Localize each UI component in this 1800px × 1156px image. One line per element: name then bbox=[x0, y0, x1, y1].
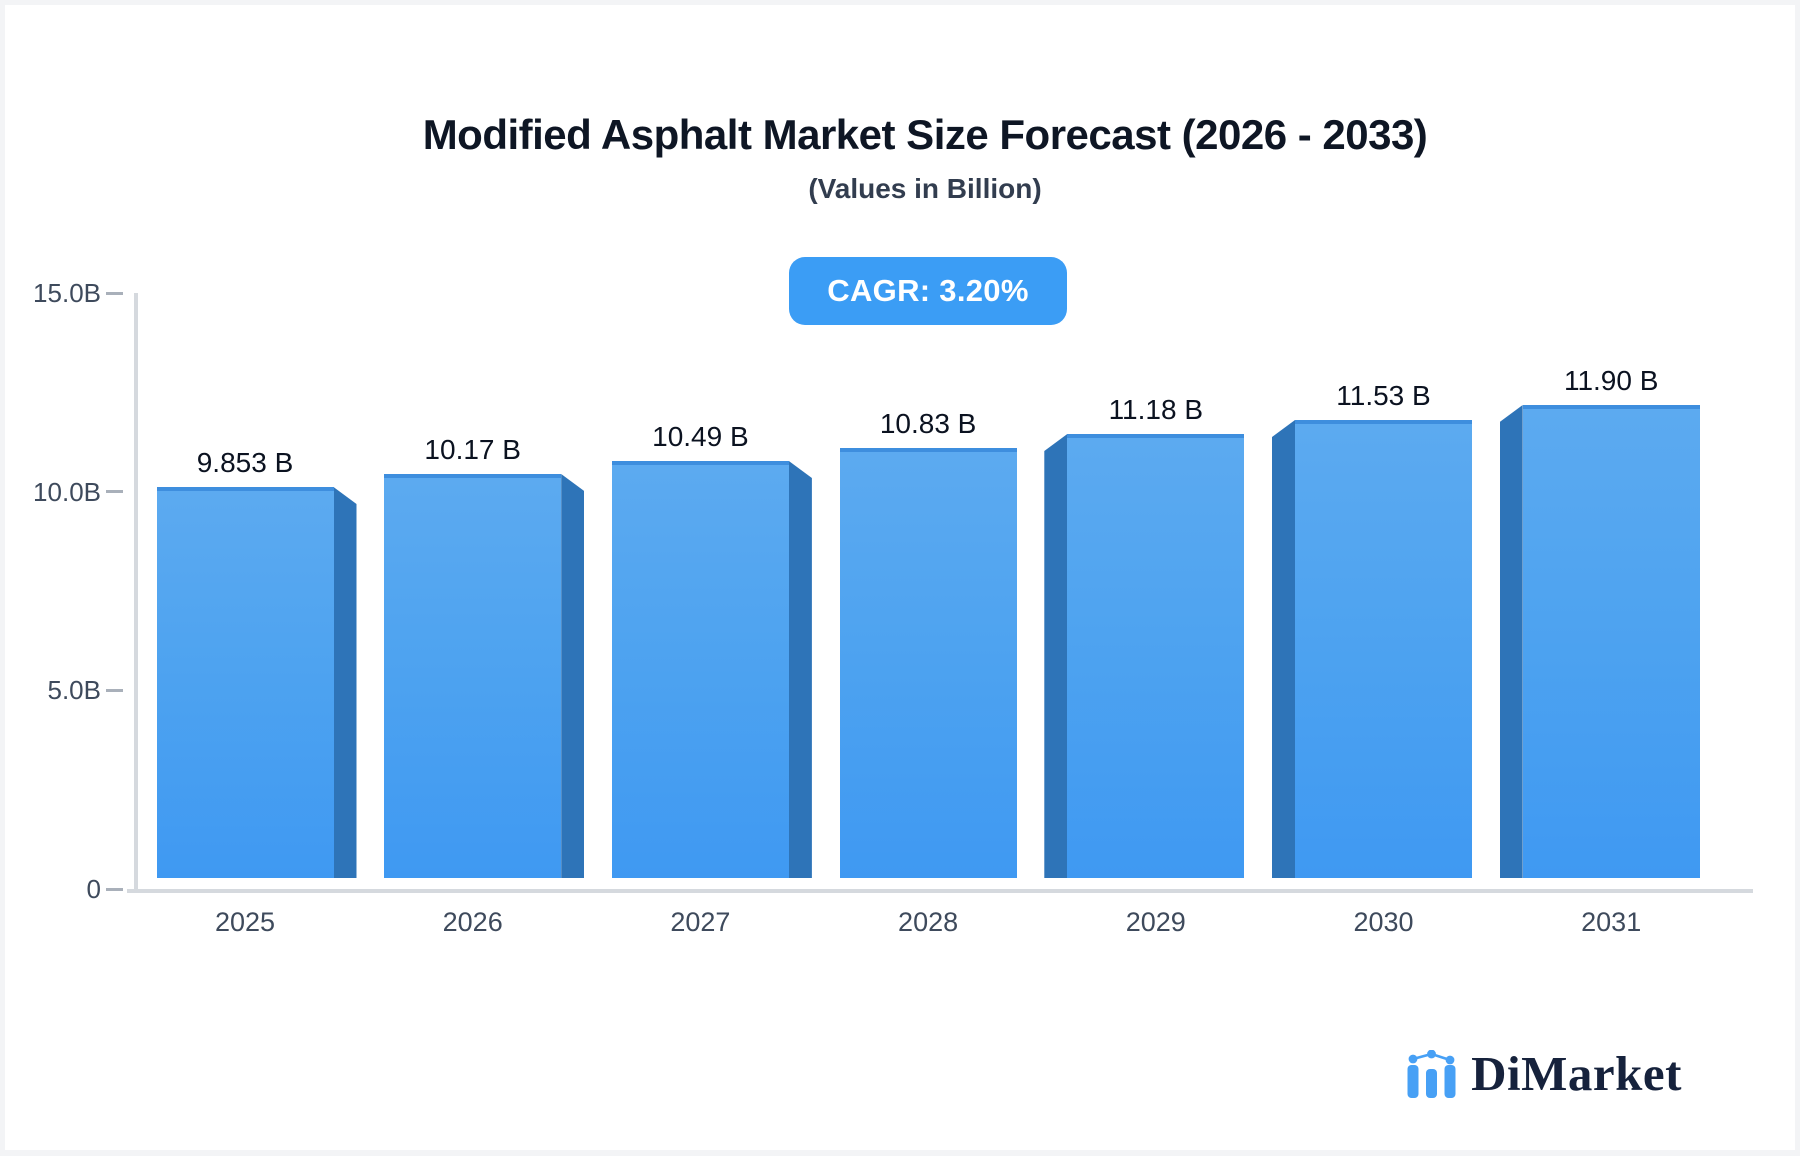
x-axis-label: 2025 bbox=[214, 907, 276, 937]
brand-logo-text: DiMarket bbox=[1471, 1046, 1682, 1101]
bar-value-label: 10.49 B bbox=[652, 421, 749, 452]
chart-subtitle: (Values in Billion) bbox=[808, 173, 1042, 204]
bar-group-2026: 10.17 B bbox=[384, 434, 585, 878]
bar-face bbox=[1295, 420, 1472, 878]
bar-group-2028: 10.83 B bbox=[839, 408, 1017, 878]
y-axis-tick-label: 10.0B bbox=[33, 476, 101, 507]
bar-3d-side bbox=[1044, 434, 1068, 878]
y-axis-tick-mark bbox=[106, 688, 123, 692]
cagr-badge: CAGR: 3.20% bbox=[789, 257, 1067, 325]
bar-value-label: 11.90 B bbox=[1563, 365, 1659, 396]
bar-face bbox=[1067, 434, 1245, 878]
bar-value-label: 9.853 B bbox=[196, 447, 294, 478]
chart-title: Modified Asphalt Market Size Forecast (2… bbox=[422, 111, 1428, 158]
x-axis-label: 2031 bbox=[1581, 907, 1642, 937]
y-axis-tick-mark bbox=[106, 887, 123, 891]
bar-value-label: 11.18 B bbox=[1108, 394, 1204, 425]
bar-group-2031: 11.90 B bbox=[1499, 365, 1700, 878]
y-axis-tick-mark bbox=[106, 490, 123, 494]
bar-face bbox=[611, 461, 789, 878]
bar-group-2030: 11.53 B bbox=[1272, 380, 1472, 878]
x-axis-label: 2028 bbox=[898, 907, 959, 937]
bar-face bbox=[156, 487, 334, 878]
bar-group-2029: 11.18 B bbox=[1044, 394, 1245, 878]
x-axis-line bbox=[127, 889, 1753, 893]
y-axis-tick-label: 15.0B bbox=[33, 278, 101, 308]
bar-3d-side bbox=[1499, 405, 1523, 878]
y-axis-tick-label: 0 bbox=[86, 874, 101, 904]
bar-3d-side bbox=[788, 461, 812, 878]
bar-3d-side bbox=[333, 487, 357, 878]
y-axis-tick-mark bbox=[106, 291, 123, 295]
x-axis-label: 2029 bbox=[1125, 907, 1186, 937]
bar-face bbox=[839, 448, 1017, 878]
x-axis-label: 2030 bbox=[1353, 907, 1414, 937]
bar-3d-side bbox=[1272, 420, 1295, 878]
bar-line-chart-icon bbox=[1407, 1049, 1456, 1098]
chart-card: Modified Asphalt Market Size Forecast (2… bbox=[5, 5, 1795, 1150]
bar-value-label: 10.17 B bbox=[424, 434, 521, 465]
bar-group-2027: 10.49 B bbox=[611, 421, 812, 878]
y-axis-line bbox=[134, 293, 138, 893]
x-axis-label: 2026 bbox=[442, 907, 503, 937]
bar-group-2025: 9.853 B bbox=[156, 447, 357, 878]
bar-value-label: 10.83 B bbox=[879, 408, 977, 439]
bar-3d-side bbox=[561, 474, 585, 878]
x-axis-label: 2027 bbox=[670, 907, 731, 937]
bar-face bbox=[384, 474, 562, 878]
bar-face bbox=[1522, 405, 1700, 878]
y-axis-tick-label: 5.0B bbox=[47, 675, 102, 706]
brand-logo: DiMarket bbox=[1406, 1045, 1682, 1102]
bar-value-label: 11.53 B bbox=[1336, 380, 1431, 411]
